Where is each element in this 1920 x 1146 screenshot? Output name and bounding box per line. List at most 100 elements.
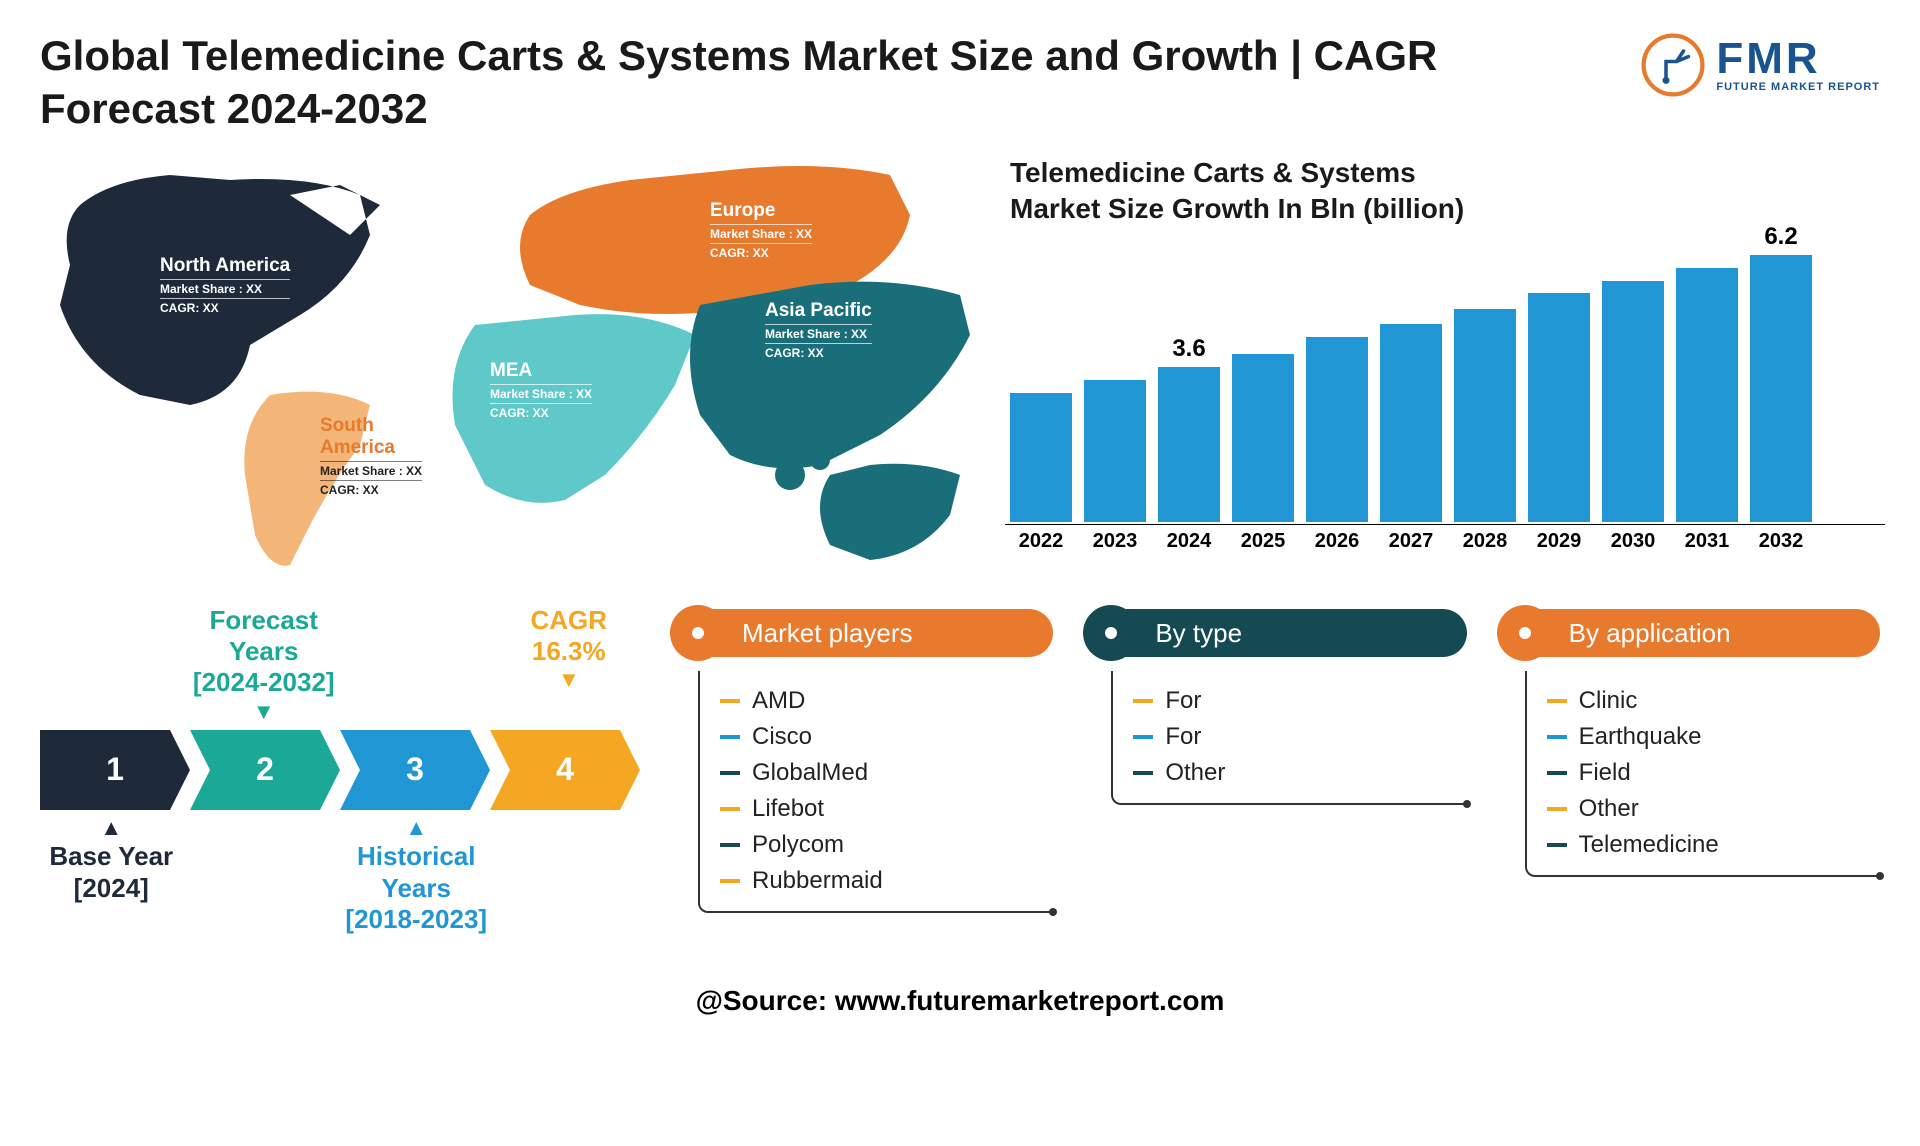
region-mea-cagr: CAGR: XX [490, 403, 592, 420]
list-item: Polycom [720, 827, 1053, 863]
bar [1602, 281, 1664, 522]
list-item: Other [1133, 755, 1466, 791]
bar-col: 2023 [1084, 380, 1146, 553]
region-mea-name: MEA [490, 360, 592, 382]
bar [1454, 309, 1516, 522]
dash-icon [720, 843, 740, 847]
region-na-cagr: CAGR: XX [160, 298, 290, 315]
dash-icon [720, 879, 740, 883]
bar-year-label: 2032 [1759, 530, 1804, 553]
bar-year-label: 2026 [1315, 530, 1360, 553]
list-item-label: Cisco [752, 723, 812, 751]
list-item-label: Field [1579, 759, 1631, 787]
list-item: For [1133, 719, 1466, 755]
bar [1010, 393, 1072, 522]
dot-icon [1083, 605, 1139, 661]
bar-year-label: 2028 [1463, 530, 1508, 553]
bar-year-label: 2023 [1093, 530, 1138, 553]
bar-col: 6.2 2032 [1750, 255, 1812, 553]
bar [1528, 293, 1590, 521]
bar [1232, 354, 1294, 522]
region-sa-share: Market Share : XX [320, 461, 422, 478]
logo-icon [1638, 30, 1708, 100]
region-eu-cagr: CAGR: XX [710, 243, 812, 260]
dash-icon [1547, 771, 1567, 775]
type-list: For For Other [1111, 671, 1466, 805]
axis-line [1005, 524, 1885, 525]
bar-year-label: 2025 [1241, 530, 1286, 553]
bar-col: 2028 [1454, 309, 1516, 553]
bar-year-label: 2030 [1611, 530, 1656, 553]
region-ap-share: Market Share : XX [765, 324, 872, 341]
world-map: North America Market Share : XX CAGR: XX… [40, 155, 980, 555]
list-item-label: GlobalMed [752, 759, 868, 787]
header: Global Telemedicine Carts & Systems Mark… [40, 30, 1880, 135]
by-type-col: By type For For Other [1083, 605, 1466, 805]
list-item: Rubbermaid [720, 863, 1053, 899]
bar-col: 3.6 2024 [1158, 367, 1220, 553]
bar-col: 2029 [1528, 293, 1590, 552]
bar [1380, 324, 1442, 522]
hist-range: [2018-2023] [345, 904, 488, 935]
bar: 6.2 [1750, 255, 1812, 522]
forecast-label: Forecast Years [193, 605, 336, 667]
region-ap-name: Asia Pacific [765, 300, 872, 322]
timeline: Forecast Years [2024-2032] ▼ CAGR 16.3% … [40, 605, 640, 935]
type-title: By type [1119, 609, 1466, 657]
list-item-label: Earthquake [1579, 723, 1702, 751]
dash-icon [1133, 735, 1153, 739]
logo-text-sub: FUTURE MARKET REPORT [1716, 81, 1880, 93]
bar-year-label: 2029 [1537, 530, 1582, 553]
bar-col: 2027 [1380, 324, 1442, 553]
bar-year-label: 2027 [1389, 530, 1434, 553]
by-application-col: By application Clinic Earthquake Field Othe… [1497, 605, 1880, 877]
list-item-label: Telemedicine [1579, 831, 1719, 859]
list-item-label: Rubbermaid [752, 867, 883, 895]
dash-icon [720, 807, 740, 811]
players-list: AMD Cisco GlobalMed Lifebot Polycom Rubbermai… [698, 671, 1053, 913]
list-item: For [1133, 683, 1466, 719]
bar-chart-area: Telemedicine Carts & Systems Market Size… [1010, 155, 1880, 555]
region-sa-name: South America [320, 415, 422, 459]
fmr-logo: FMR FUTURE MARKET REPORT [1638, 30, 1880, 100]
pointer-down-icon: ▼ [193, 699, 336, 725]
bar [1084, 380, 1146, 522]
dash-icon [1547, 699, 1567, 703]
region-eu-name: Europe [710, 200, 812, 222]
list-item: GlobalMed [720, 755, 1053, 791]
list-item-label: Lifebot [752, 795, 824, 823]
list-item-label: For [1165, 723, 1201, 751]
bar-col: 2030 [1602, 281, 1664, 553]
dash-icon [1133, 771, 1153, 775]
bar-year-label: 2024 [1167, 530, 1212, 553]
bar-year-label: 2022 [1019, 530, 1064, 553]
list-item: Clinic [1547, 683, 1880, 719]
hist-label: Historical Years [345, 841, 488, 903]
dot-icon [670, 605, 726, 661]
region-mea-share: Market Share : XX [490, 384, 592, 401]
bar-chart: 2022 2023 3.6 2024 2025 2026 2027 2028 2029 2030 2… [1010, 233, 1880, 553]
pointer-up-icon: ▲ [345, 815, 488, 841]
source-line: @Source: www.futuremarketreport.com [40, 985, 1880, 1017]
app-title: By application [1533, 609, 1880, 657]
pointer-down-icon: ▼ [498, 667, 641, 693]
region-sa-cagr: CAGR: XX [320, 480, 422, 497]
bar [1306, 337, 1368, 522]
region-ap-cagr: CAGR: XX [765, 343, 872, 360]
dash-icon [1547, 735, 1567, 739]
timeline-step: 4 [490, 730, 640, 810]
forecast-range: [2024-2032] [193, 667, 336, 698]
dash-icon [1133, 699, 1153, 703]
bar: 3.6 [1158, 367, 1220, 522]
list-item-label: AMD [752, 687, 805, 715]
timeline-step: 3 [340, 730, 490, 810]
list-item-label: Clinic [1579, 687, 1638, 715]
list-item-label: Other [1165, 759, 1225, 787]
region-na-name: North America [160, 255, 290, 277]
list-item: Telemedicine [1547, 827, 1880, 863]
timeline-chevrons: 1234 [40, 730, 640, 810]
list-item: Lifebot [720, 791, 1053, 827]
list-item: Other [1547, 791, 1880, 827]
pointer-up-icon: ▲ [40, 815, 183, 841]
base-range: [2024] [40, 873, 183, 904]
